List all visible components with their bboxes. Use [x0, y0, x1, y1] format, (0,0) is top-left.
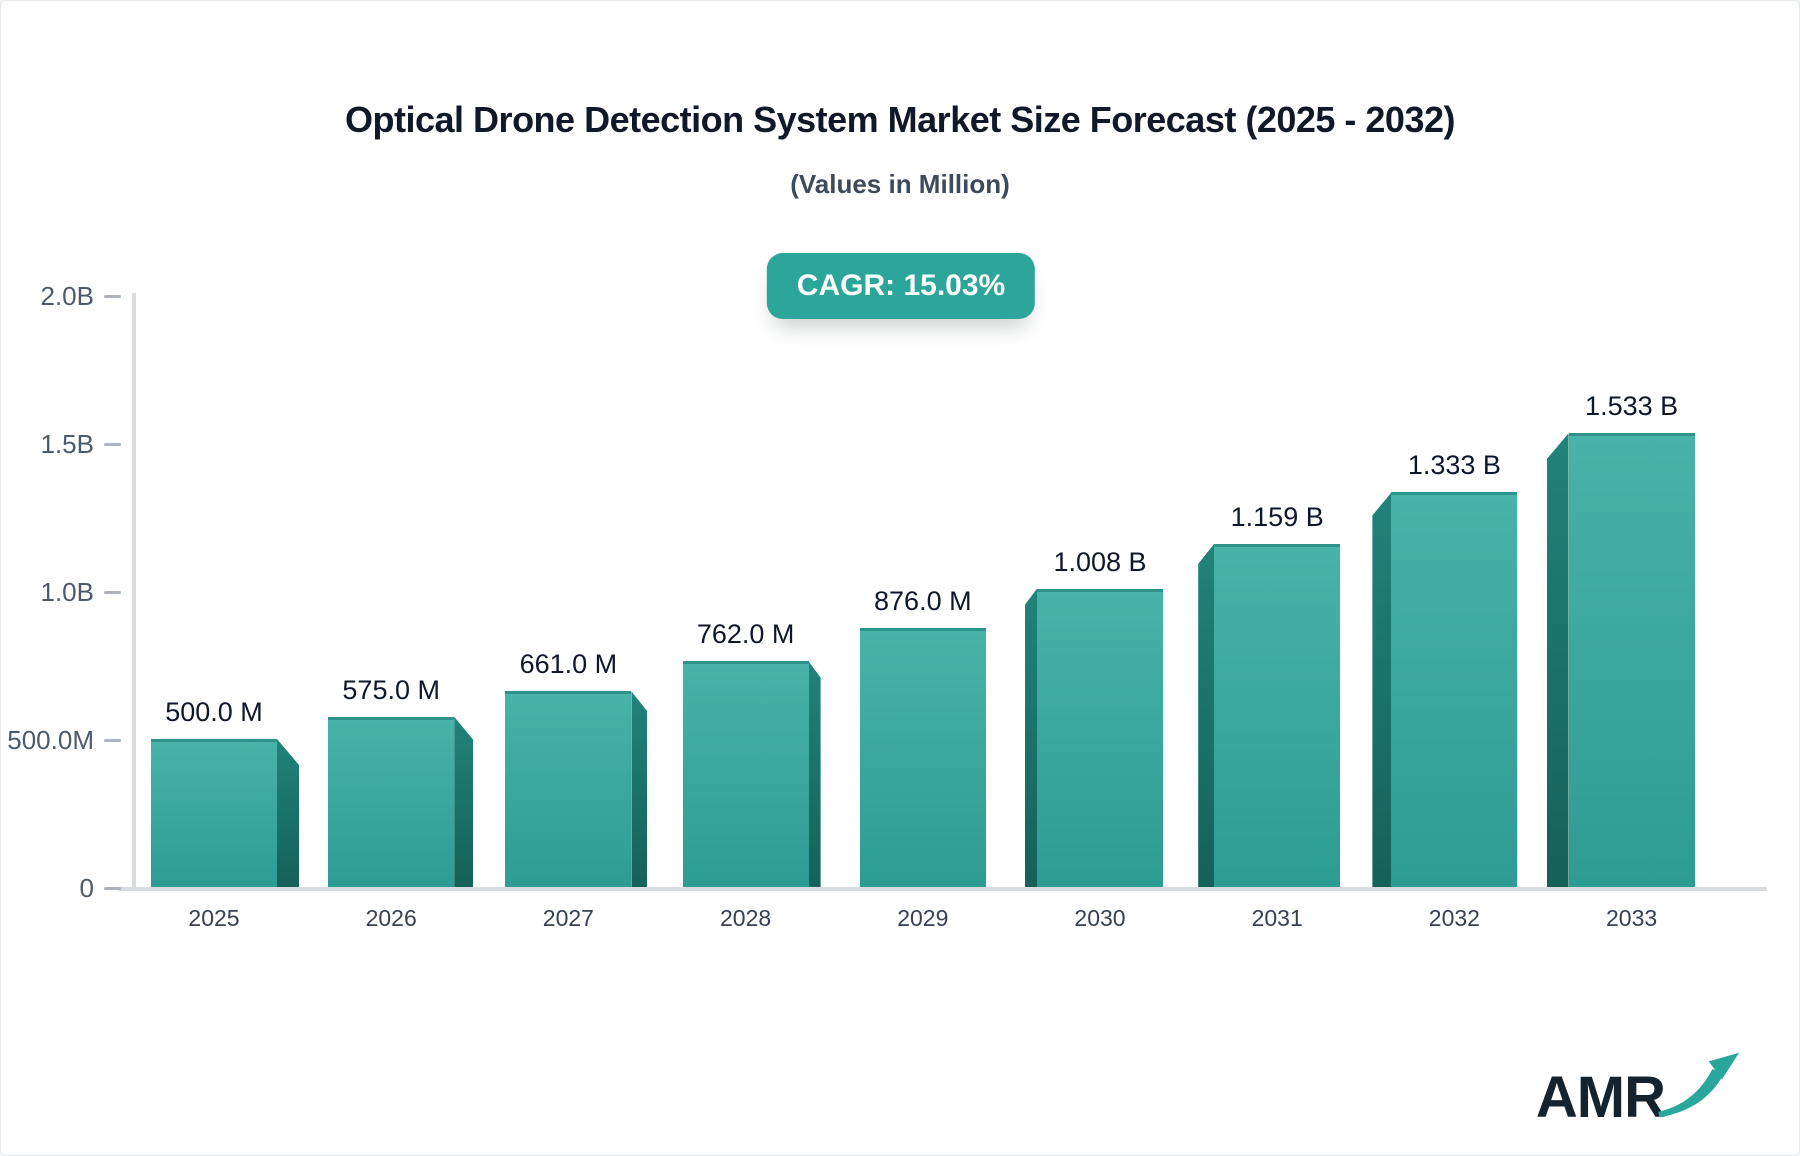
growth-arrow-icon — [1658, 1052, 1740, 1118]
bar-side-2026 — [454, 716, 474, 887]
x-tick-2026: 2026 — [365, 905, 417, 931]
y-tick-mark — [104, 738, 121, 742]
bar-2027 — [505, 691, 632, 887]
y-tick-2.0B: 2.0B — [1, 280, 121, 312]
bar-2033 — [1568, 433, 1695, 887]
y-tick-label: 0 — [79, 872, 94, 903]
y-tick-500.0M: 500.0M — [1, 724, 121, 756]
bar-side-2032 — [1372, 492, 1392, 887]
bar-side-2028 — [808, 661, 821, 887]
amr-logo: AMR — [1536, 1049, 1751, 1127]
value-label-2032: 1.333 B — [1407, 450, 1501, 481]
value-label-2025: 500.0 M — [165, 697, 263, 727]
x-tick-2025: 2025 — [188, 905, 240, 931]
y-tick-1.5B: 1.5B — [1, 428, 121, 460]
value-label-2033: 1.533 B — [1585, 391, 1679, 422]
bar-2025 — [151, 739, 277, 887]
x-tick-2032: 2032 — [1428, 905, 1480, 931]
x-tick-2031: 2031 — [1251, 905, 1303, 931]
bar-side-2030 — [1025, 588, 1037, 887]
chart-subtitle: (Values in Million) — [790, 169, 1010, 199]
x-tick-2027: 2027 — [542, 905, 594, 931]
x-tick-2029: 2029 — [897, 905, 949, 931]
x-tick-2033: 2033 — [1606, 905, 1658, 931]
amr-logo-text: AMR — [1535, 1065, 1666, 1130]
y-tick-label: 2.0B — [40, 280, 95, 311]
bar-side-2027 — [631, 691, 648, 887]
y-tick-label: 1.0B — [40, 576, 95, 607]
bar-side-2025 — [277, 739, 299, 887]
value-label-2028: 762.0 M — [696, 619, 795, 650]
bar-side-2031 — [1198, 543, 1215, 887]
y-tick-0: 0 — [1, 872, 121, 904]
value-label-2027: 661.0 M — [519, 649, 618, 680]
value-label-2031: 1.159 B — [1230, 501, 1324, 532]
bar-2031 — [1214, 543, 1341, 887]
bar-2026 — [328, 716, 455, 887]
y-tick-mark — [104, 886, 121, 890]
bar-side-2033 — [1546, 433, 1569, 887]
y-tick-mark — [104, 294, 121, 298]
y-axis-line — [132, 293, 136, 891]
value-label-2030: 1.008 B — [1053, 546, 1147, 577]
bar-2029 — [859, 627, 986, 887]
cagr-badge: CAGR: 15.03% — [766, 253, 1036, 319]
bar-2032 — [1391, 492, 1518, 887]
y-tick-1.0B: 1.0B — [1, 576, 121, 608]
y-tick-mark — [104, 442, 121, 446]
bar-2030 — [1037, 588, 1163, 887]
bar-2028 — [682, 661, 809, 887]
x-axis-line — [119, 887, 1767, 891]
x-tick-2030: 2030 — [1074, 905, 1126, 931]
value-label-2026: 575.0 M — [342, 674, 440, 705]
x-tick-2028: 2028 — [720, 905, 772, 931]
chart-title: Optical Drone Detection System Market Si… — [345, 99, 1455, 140]
y-tick-mark — [104, 590, 121, 594]
y-tick-label: 1.5B — [40, 428, 95, 459]
value-label-2029: 876.0 M — [874, 585, 972, 616]
y-tick-label: 500.0M — [7, 724, 94, 755]
